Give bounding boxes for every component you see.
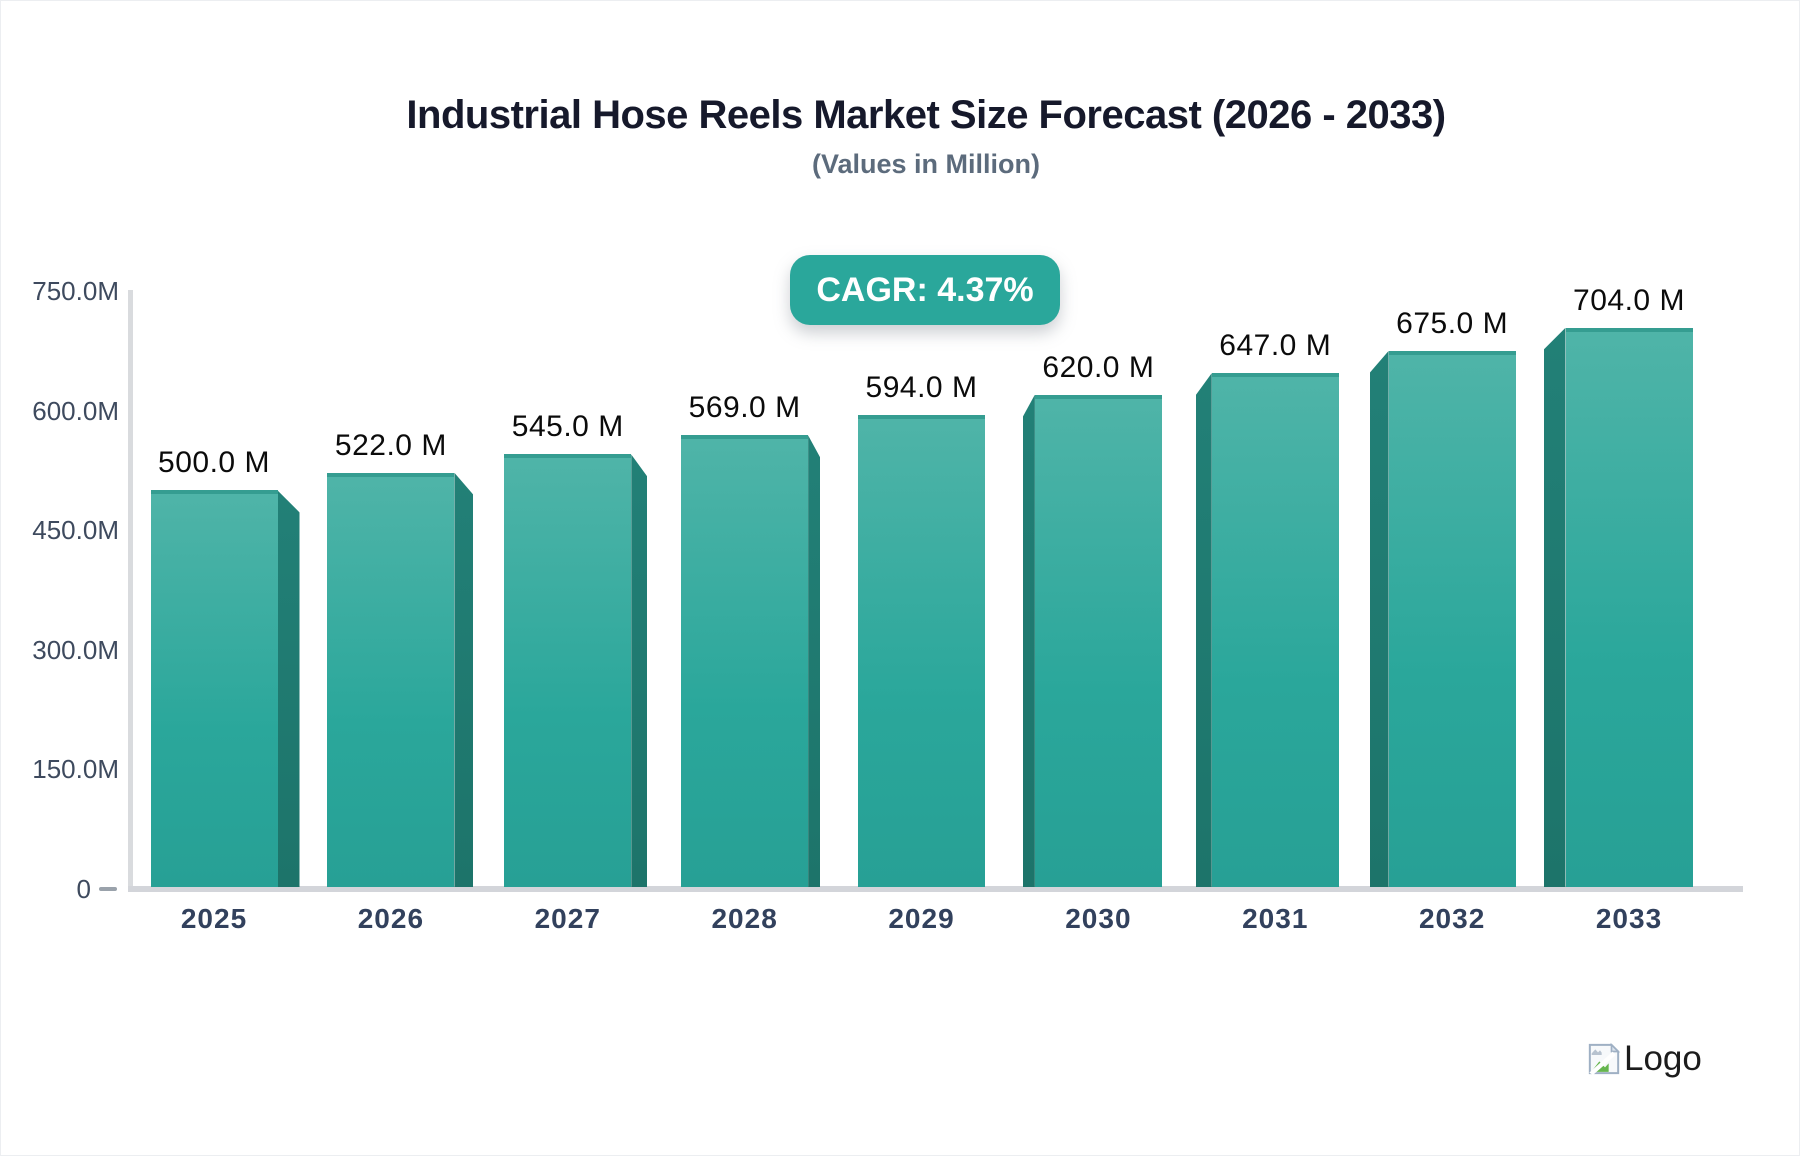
bar-side-face xyxy=(1543,327,1566,887)
bar xyxy=(1565,327,1693,887)
page-subtitle: (Values in Million) xyxy=(811,149,1041,179)
zero-tick-mark xyxy=(99,887,117,891)
bar xyxy=(327,472,455,887)
x-axis-line xyxy=(128,886,1743,892)
bar-side-face xyxy=(1369,350,1389,887)
y-axis-line xyxy=(128,290,133,891)
y-axis-tick-label: 600.0M xyxy=(32,395,119,426)
bar-side-face xyxy=(1022,394,1035,887)
broken-image-icon xyxy=(1584,1039,1624,1079)
cagr-badge: CAGR: 4.37% xyxy=(790,255,1060,325)
x-axis-label: 2028 xyxy=(711,903,778,934)
y-axis-tick-label: 300.0M xyxy=(32,634,119,665)
cagr-badge-label: CAGR: 4.37% xyxy=(816,270,1034,309)
bar-side-face xyxy=(808,435,821,887)
bar xyxy=(1211,373,1339,887)
x-axis-label: 2030 xyxy=(1065,903,1132,934)
logo-text: Logo xyxy=(1624,1039,1702,1078)
bar xyxy=(150,490,278,887)
x-axis-label: 2025 xyxy=(180,903,248,934)
page-title: Industrial Hose Reels Market Size Foreca… xyxy=(406,93,1446,137)
x-axis-label: 2032 xyxy=(1418,903,1486,934)
x-axis-label: 2026 xyxy=(357,903,425,934)
x-axis-label: 2033 xyxy=(1595,903,1663,934)
bar-value-label: 620.0 M xyxy=(1042,350,1155,384)
bar-value-label: 675.0 M xyxy=(1396,306,1509,340)
bar-value-label: 500.0 M xyxy=(158,446,270,480)
bar xyxy=(1388,350,1516,887)
y-axis-tick-label: 450.0M xyxy=(32,515,119,546)
bar-value-label: 704.0 M xyxy=(1573,283,1685,317)
x-axis-label: 2031 xyxy=(1242,903,1309,934)
bar-value-label: 594.0 M xyxy=(865,371,978,405)
bar-value-label: 545.0 M xyxy=(511,410,624,444)
y-axis-tick-label: 750.0M xyxy=(32,276,119,307)
x-axis-label: 2027 xyxy=(534,903,601,934)
bar-side-face xyxy=(277,490,300,887)
bar-side-face xyxy=(454,472,474,887)
bar-side-face xyxy=(1195,373,1212,887)
bar-side-face xyxy=(631,454,648,887)
bar xyxy=(681,435,809,887)
y-axis-tick-label: 150.0M xyxy=(32,754,119,785)
logo: Logo xyxy=(1584,1039,1702,1079)
bar-value-label: 647.0 M xyxy=(1219,329,1332,363)
bar xyxy=(858,415,985,887)
y-axis-tick-label: 0 xyxy=(76,874,91,904)
bar-value-label: 569.0 M xyxy=(688,391,801,425)
x-axis-label: 2029 xyxy=(888,903,955,934)
bar-value-label: 522.0 M xyxy=(334,428,447,462)
bar xyxy=(1034,394,1162,887)
bar xyxy=(504,454,632,887)
